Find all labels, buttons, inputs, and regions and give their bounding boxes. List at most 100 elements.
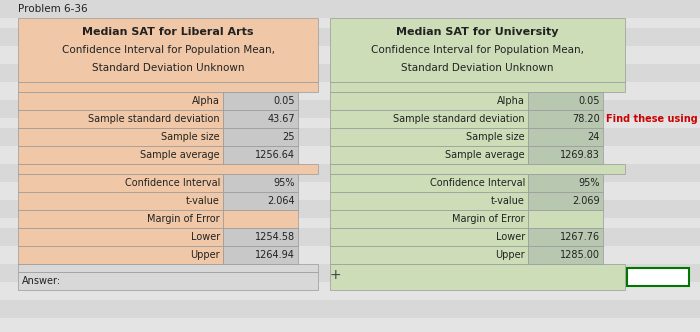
Bar: [223, 174, 298, 192]
Text: Standard Deviation Unknown: Standard Deviation Unknown: [401, 63, 554, 73]
Bar: [330, 174, 528, 192]
Bar: [330, 228, 528, 246]
Text: Answer:: Answer:: [22, 276, 61, 286]
Bar: [330, 246, 528, 264]
Bar: [18, 264, 318, 272]
Bar: [0, 200, 700, 218]
Bar: [330, 18, 625, 82]
Text: Sample standard deviation: Sample standard deviation: [88, 114, 220, 124]
Bar: [18, 174, 223, 192]
Bar: [330, 128, 528, 146]
Text: Median SAT for University: Median SAT for University: [396, 27, 559, 37]
Bar: [330, 92, 528, 110]
Bar: [223, 128, 298, 146]
Text: Lower: Lower: [496, 232, 525, 242]
Bar: [528, 228, 603, 246]
Text: +: +: [329, 268, 341, 282]
Text: Problem 6-36: Problem 6-36: [18, 4, 88, 14]
Bar: [0, 82, 700, 100]
Bar: [223, 92, 298, 110]
Text: Alpha: Alpha: [497, 96, 525, 106]
Bar: [18, 228, 223, 246]
Text: Sample size: Sample size: [466, 132, 525, 142]
Text: Find these using Excel: Find these using Excel: [606, 114, 700, 124]
Bar: [223, 192, 298, 210]
Bar: [330, 264, 625, 290]
Text: 0.05: 0.05: [578, 96, 600, 106]
Bar: [0, 300, 700, 318]
Bar: [330, 146, 528, 164]
Bar: [0, 146, 700, 164]
Bar: [18, 210, 223, 228]
Bar: [528, 246, 603, 264]
Text: 25: 25: [283, 132, 295, 142]
Bar: [528, 174, 603, 192]
Bar: [330, 210, 528, 228]
Bar: [18, 246, 223, 264]
Text: Confidence Interval for Population Mean,: Confidence Interval for Population Mean,: [371, 45, 584, 55]
Bar: [0, 164, 700, 182]
Text: Median SAT for Liberal Arts: Median SAT for Liberal Arts: [83, 27, 253, 37]
Text: Margin of Error: Margin of Error: [452, 214, 525, 224]
Bar: [18, 92, 223, 110]
Bar: [18, 18, 318, 82]
Text: 1269.83: 1269.83: [560, 150, 600, 160]
Bar: [0, 282, 700, 300]
Text: Sample standard deviation: Sample standard deviation: [393, 114, 525, 124]
Bar: [528, 146, 603, 164]
Bar: [0, 264, 700, 282]
Text: 1264.94: 1264.94: [255, 250, 295, 260]
Bar: [18, 192, 223, 210]
Text: 1256.64: 1256.64: [255, 150, 295, 160]
Bar: [528, 110, 603, 128]
Text: Sample average: Sample average: [445, 150, 525, 160]
Text: 95%: 95%: [274, 178, 295, 188]
Bar: [330, 192, 528, 210]
Text: Upper: Upper: [190, 250, 220, 260]
Bar: [528, 128, 603, 146]
Text: 2.069: 2.069: [573, 196, 600, 206]
Text: 0.05: 0.05: [274, 96, 295, 106]
Text: Lower: Lower: [190, 232, 220, 242]
Bar: [528, 192, 603, 210]
Bar: [0, 182, 700, 200]
Bar: [0, 100, 700, 118]
Bar: [18, 164, 318, 174]
Bar: [0, 18, 700, 28]
Bar: [0, 246, 700, 264]
Text: Confidence Interval: Confidence Interval: [430, 178, 525, 188]
Bar: [223, 228, 298, 246]
Text: 24: 24: [587, 132, 600, 142]
Bar: [223, 210, 298, 228]
Bar: [0, 228, 700, 246]
Text: Standard Deviation Unknown: Standard Deviation Unknown: [92, 63, 244, 73]
Bar: [0, 64, 700, 82]
Text: Sample size: Sample size: [162, 132, 220, 142]
Bar: [0, 128, 700, 146]
Text: 2.064: 2.064: [267, 196, 295, 206]
Bar: [223, 110, 298, 128]
Bar: [528, 210, 603, 228]
Text: 95%: 95%: [578, 178, 600, 188]
Bar: [0, 118, 700, 128]
Text: t-value: t-value: [491, 196, 525, 206]
Bar: [330, 164, 625, 174]
Text: 1267.76: 1267.76: [560, 232, 600, 242]
Bar: [627, 268, 689, 286]
Bar: [528, 92, 603, 110]
Bar: [330, 82, 625, 92]
Bar: [0, 28, 700, 46]
Text: 1285.00: 1285.00: [560, 250, 600, 260]
Bar: [0, 218, 700, 228]
Text: Upper: Upper: [496, 250, 525, 260]
Text: Confidence Interval: Confidence Interval: [125, 178, 220, 188]
Bar: [0, 318, 700, 332]
Text: Alpha: Alpha: [192, 96, 220, 106]
Bar: [0, 46, 700, 64]
Text: Margin of Error: Margin of Error: [148, 214, 220, 224]
Text: Confidence Interval for Population Mean,: Confidence Interval for Population Mean,: [62, 45, 274, 55]
Text: 78.20: 78.20: [573, 114, 600, 124]
Bar: [18, 110, 223, 128]
Bar: [223, 146, 298, 164]
Bar: [18, 128, 223, 146]
